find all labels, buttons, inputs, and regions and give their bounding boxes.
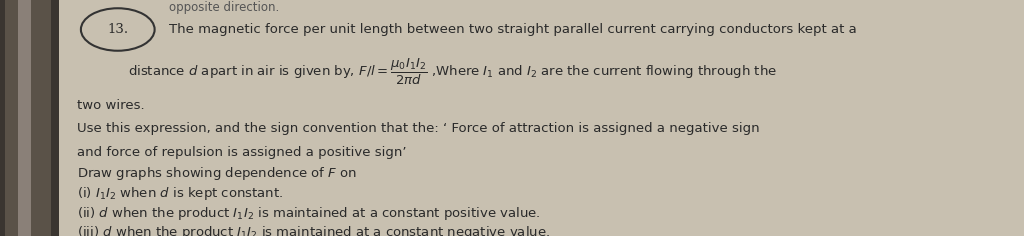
Text: The magnetic force per unit length between two straight parallel current carryin: The magnetic force per unit length betwe… [169,23,857,36]
Text: two wires.: two wires. [77,98,144,112]
Bar [18,0,31,236]
Text: 13.: 13. [108,23,128,36]
Text: Draw graphs showing dependence of $F$ on: Draw graphs showing dependence of $F$ on [77,165,357,182]
Bar [5,0,51,236]
Text: (iii) $d$ when the product $I_1 I_2$ is maintained at a constant negative value.: (iii) $d$ when the product $I_1 I_2$ is … [77,224,550,236]
Text: Use this expression, and the sign convention that the: ‘ Force of attraction is : Use this expression, and the sign conven… [77,122,760,135]
Text: (i) $I_1 I_2$ when $d$ is kept constant.: (i) $I_1 I_2$ when $d$ is kept constant. [77,185,283,202]
Bar [0,0,59,236]
Text: opposite direction.: opposite direction. [169,0,280,14]
Text: and force of repulsion is assigned a positive sign’: and force of repulsion is assigned a pos… [77,146,407,159]
Text: distance $d$ apart in air is given by, $F/l=\dfrac{\mu_0 I_1 I_2}{2\pi d}$ ,Wher: distance $d$ apart in air is given by, $… [128,57,777,87]
Text: (ii) $d$ when the product $I_1 I_2$ is maintained at a constant positive value.: (ii) $d$ when the product $I_1 I_2$ is m… [77,205,540,222]
